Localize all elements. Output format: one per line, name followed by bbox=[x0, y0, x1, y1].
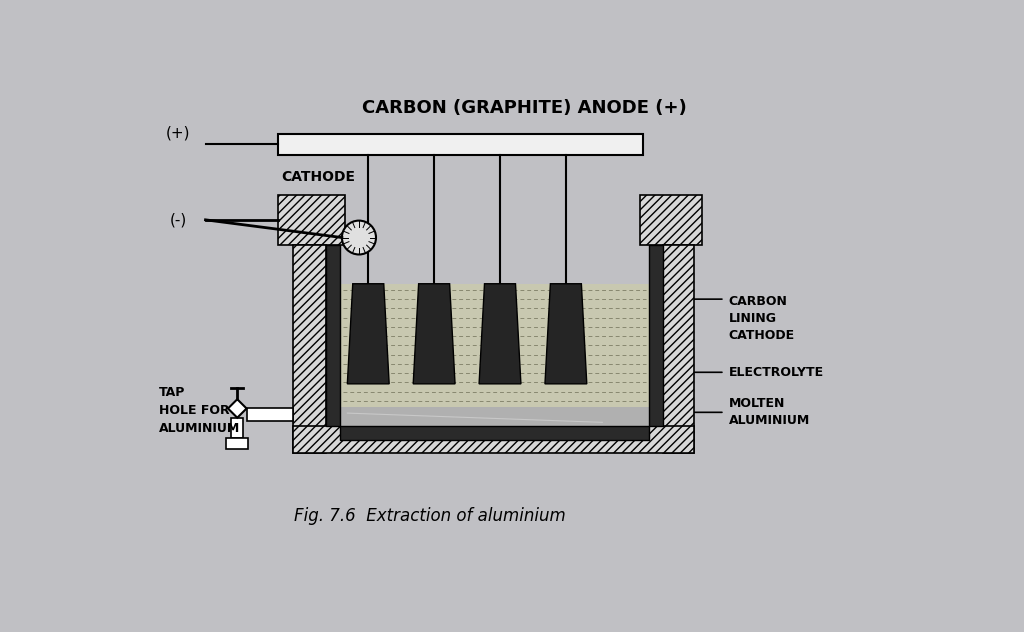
Polygon shape bbox=[347, 284, 389, 384]
Bar bbox=[293, 245, 326, 453]
Text: TAP
HOLE FOR
ALUMINIUM: TAP HOLE FOR ALUMINIUM bbox=[159, 386, 241, 435]
Text: MOLTEN
ALUMINIUM: MOLTEN ALUMINIUM bbox=[729, 398, 810, 427]
Bar bbox=[231, 418, 244, 438]
Polygon shape bbox=[545, 284, 587, 384]
Text: CATHODE: CATHODE bbox=[282, 169, 355, 184]
Bar bbox=[663, 245, 693, 453]
Text: ELECTROLYTE: ELECTROLYTE bbox=[729, 366, 823, 379]
Bar bbox=[649, 245, 663, 426]
Bar bbox=[340, 407, 649, 426]
Bar bbox=[278, 195, 345, 245]
Polygon shape bbox=[414, 284, 455, 384]
Bar bbox=[278, 133, 643, 155]
Text: (+): (+) bbox=[166, 125, 190, 140]
Polygon shape bbox=[479, 284, 521, 384]
Bar bbox=[247, 408, 293, 421]
Text: CARBON (GRAPHITE) ANODE (+): CARBON (GRAPHITE) ANODE (+) bbox=[362, 99, 687, 117]
Bar bbox=[226, 438, 248, 449]
Polygon shape bbox=[228, 399, 247, 418]
Bar bbox=[340, 426, 649, 440]
Text: (-): (-) bbox=[170, 212, 187, 228]
Text: CARBON
LINING
CATHODE: CARBON LINING CATHODE bbox=[729, 295, 795, 343]
Bar bbox=[293, 426, 693, 453]
Bar bbox=[640, 195, 701, 245]
Bar bbox=[326, 245, 340, 426]
Text: Fig. 7.6  Extraction of aluminium: Fig. 7.6 Extraction of aluminium bbox=[294, 507, 566, 525]
Bar bbox=[340, 284, 649, 407]
Circle shape bbox=[342, 221, 376, 255]
